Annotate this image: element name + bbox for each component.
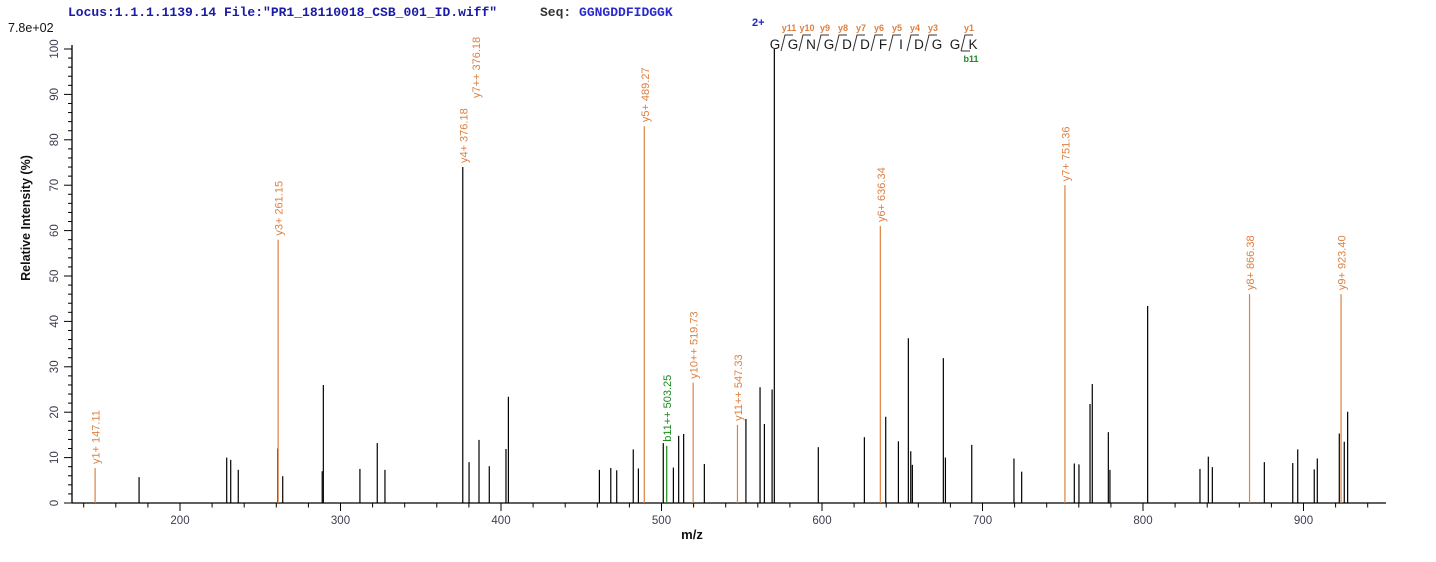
peak-label: y3+ 261.15 <box>274 181 286 236</box>
fragment-y-label: y6 <box>874 23 884 33</box>
fragment-slash <box>888 34 901 52</box>
peak-label: y11++ 547.33 <box>733 354 745 420</box>
residue-letter: G <box>788 37 799 52</box>
y-tick-label: 60 <box>49 224 61 237</box>
residue-letter: G <box>770 37 781 52</box>
x-tick-label: 800 <box>1133 515 1152 527</box>
fragment-slash <box>816 34 829 52</box>
y-tick-label: 50 <box>49 270 61 283</box>
fragment-slash <box>834 34 847 52</box>
fragment-y-label: y11 <box>782 23 797 33</box>
x-tick-label: 300 <box>331 515 350 527</box>
fragment-slash <box>852 34 865 52</box>
seq-value: GGNGDDFIDGGK <box>579 5 673 20</box>
residue-letter: D <box>860 37 870 52</box>
fragment-slash <box>924 34 937 52</box>
sequence-header: Seq: GGNGDDFIDGGK <box>540 5 673 20</box>
x-tick-label: 400 <box>491 515 510 527</box>
y-tick-label: 0 <box>49 500 61 506</box>
peak-label: b11++ 503.25 <box>662 375 674 442</box>
peak-label: y1+ 147.11 <box>91 410 103 464</box>
fragment-y-label: y5 <box>892 23 902 33</box>
header-bar: Locus:1.1.1.1139.14 File:"PR1_18110018_C… <box>68 5 673 23</box>
residue-letter: G <box>950 37 961 52</box>
fragment-b-label: b11 <box>963 54 978 64</box>
y-tick-label: 10 <box>49 451 61 464</box>
y-tick-label: 90 <box>49 88 61 101</box>
fragment-slash <box>780 34 793 52</box>
residue-letter: I <box>899 37 903 52</box>
x-tick-label: 700 <box>973 515 992 527</box>
fragment-y-label: y10 <box>799 23 814 33</box>
x-tick-label: 200 <box>170 515 189 527</box>
fragment-y-label: y9 <box>820 23 830 33</box>
residue-letter: K <box>968 37 977 52</box>
x-axis-title: m/z <box>681 527 703 542</box>
fragment-y-label: y3 <box>928 23 938 33</box>
peak-label: y5+ 489.27 <box>640 67 652 122</box>
peak-label: y7++ 376.18 <box>471 37 483 98</box>
residue-letter: G <box>932 37 943 52</box>
intensity-scale-label: 7.8e+02 <box>8 21 54 35</box>
fragment-slash <box>870 34 883 52</box>
fragment-y-label: y1 <box>964 23 974 33</box>
peak-label: y4+ 376.18 <box>458 108 470 163</box>
peak-label: y8+ 866.38 <box>1245 235 1257 290</box>
residue-letter: D <box>842 37 852 52</box>
fragment-slash <box>960 34 973 52</box>
precursor-charge-label: 2+ <box>752 17 765 29</box>
locus-file-text: Locus:1.1.1.1139.14 File:"PR1_18110018_C… <box>68 5 498 20</box>
peak-label: y7+ 751.36 <box>1060 126 1072 181</box>
fragment-y-label: y4 <box>910 23 920 33</box>
residue-letter: N <box>806 37 816 52</box>
fragment-slash <box>798 34 811 52</box>
x-tick-label: 600 <box>812 515 831 527</box>
seq-label: Seq: <box>540 5 572 20</box>
y-tick-label: 40 <box>49 315 61 328</box>
peak-label: y10++ 519.73 <box>689 311 701 378</box>
fragment-y-label: y7 <box>856 23 866 33</box>
y-tick-label: 100 <box>49 39 61 58</box>
y-tick-label: 80 <box>49 133 61 146</box>
peak-label: y9+ 923.40 <box>1337 235 1349 290</box>
fragment-slash <box>906 34 919 52</box>
peak-label: y6+ 636.34 <box>876 167 888 222</box>
residue-letter: D <box>914 37 924 52</box>
y-tick-label: 20 <box>49 406 61 419</box>
residue-letter: G <box>824 37 835 52</box>
y-tick-label: 70 <box>49 179 61 192</box>
y-axis-title: Relative Intensity (%) <box>19 155 33 281</box>
y-tick-label: 30 <box>49 360 61 373</box>
fragment-y-label: y8 <box>838 23 848 33</box>
x-tick-label: 500 <box>652 515 671 527</box>
residue-letter: F <box>879 37 887 52</box>
x-tick-label: 900 <box>1294 515 1313 527</box>
